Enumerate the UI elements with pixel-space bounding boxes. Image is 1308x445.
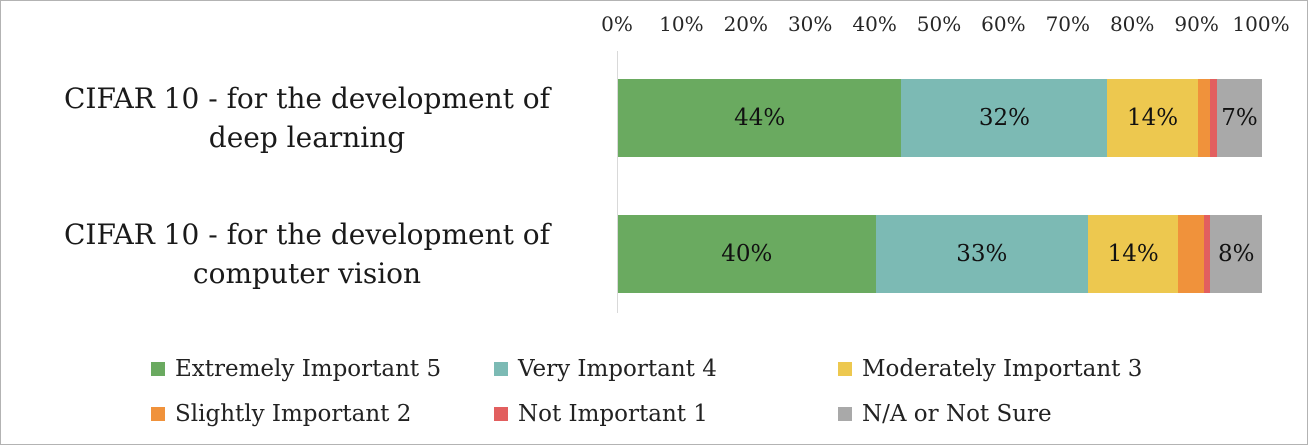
bar-segment: 44% <box>618 79 902 157</box>
bar-row: 40% 33% 14% 8% <box>618 215 1262 293</box>
x-axis-tick-label: 0% <box>601 12 633 36</box>
legend-swatch-icon <box>151 362 165 376</box>
legend-item: Very Important 4 <box>494 355 717 383</box>
x-axis-tick-label: 70% <box>1045 12 1091 36</box>
legend-label: Very Important 4 <box>518 356 717 382</box>
x-axis-tick-label: 20% <box>723 12 769 36</box>
x-axis-tick-label: 40% <box>852 12 897 36</box>
legend-label: Slightly Important 2 <box>175 401 412 427</box>
legend-swatch-icon <box>838 407 852 421</box>
bar-segment: 14% <box>1088 215 1179 293</box>
legend-item: Moderately Important 3 <box>838 355 1142 383</box>
x-axis-tick-label: 80% <box>1109 12 1155 36</box>
legend-item: Not Important 1 <box>494 400 708 428</box>
bar-segment-value-label: 14% <box>1107 241 1159 267</box>
category-label: CIFAR 10 - for the development of deep l… <box>64 82 550 154</box>
bar-segment: 14% <box>1107 79 1198 157</box>
legend-swatch-icon <box>151 407 165 421</box>
x-axis-tick-label: 100% <box>1232 12 1290 36</box>
legend-label: N/A or Not Sure <box>862 401 1052 427</box>
bar-row: 44% 32% 14% 7% <box>618 79 1262 157</box>
bar-segment-value-label: 32% <box>978 105 1030 131</box>
x-axis-tick-label: 50% <box>916 12 962 36</box>
category-label: CIFAR 10 - for the development of comput… <box>64 218 550 290</box>
x-axis-tick-label: 30% <box>787 12 833 36</box>
bar-segment-value-label: 8% <box>1217 241 1255 267</box>
x-axis-tick-label: 10% <box>659 12 704 36</box>
legend-swatch-icon <box>494 362 508 376</box>
x-axis-tick-label: 90% <box>1174 12 1219 36</box>
x-axis-line <box>617 51 618 313</box>
legend: Extremely Important 5 Very Important 4 Mod… <box>1 351 1307 441</box>
legend-item: N/A or Not Sure <box>838 400 1052 428</box>
bar-segment-value-label: 7% <box>1221 105 1258 131</box>
legend-label: Moderately Important 3 <box>862 356 1143 382</box>
bar-segment: 40% <box>618 215 876 293</box>
legend-label: Extremely Important 5 <box>175 356 442 382</box>
bar-segment: 8% <box>1210 215 1262 293</box>
bar-segment-value-label: 33% <box>956 241 1008 267</box>
bar-segment <box>1210 79 1217 157</box>
legend-item: Slightly Important 2 <box>151 400 411 428</box>
bar-segment-value-label: 40% <box>721 241 773 267</box>
legend-swatch-icon <box>494 407 508 421</box>
x-axis-tick-label: 60% <box>981 12 1026 36</box>
bar-segment-value-label: 14% <box>1126 105 1179 131</box>
legend-item: Extremely Important 5 <box>151 355 441 383</box>
legend-label: Not Important 1 <box>518 401 708 427</box>
bar-segment: 7% <box>1216 79 1262 157</box>
bar-segment <box>1204 215 1211 293</box>
legend-swatch-icon <box>838 362 852 376</box>
bar-segment: 32% <box>901 79 1108 157</box>
bar-segment <box>1197 79 1211 157</box>
bar-segment-value-label: 44% <box>734 105 786 131</box>
bar-segment: 33% <box>875 215 1089 293</box>
bar-segment <box>1178 215 1205 293</box>
